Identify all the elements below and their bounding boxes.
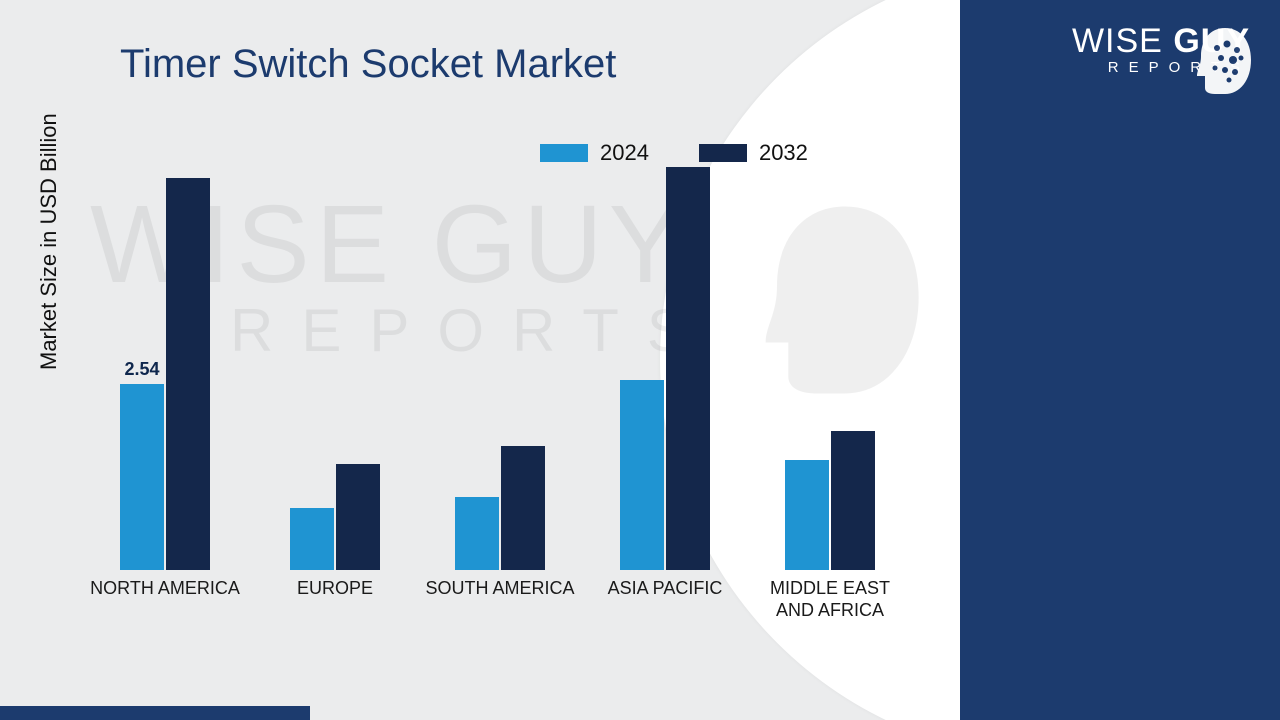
stage: WISE GUY REPORTS Timer Switch Socket Mar… xyxy=(0,0,1280,720)
bar-2032 xyxy=(166,178,210,570)
bar-2024 xyxy=(455,497,499,570)
plot-area: 2.54NORTH AMERICA EUROPE SOUTH AMERICA ASIA… xyxy=(95,160,925,570)
bar-group: ASIA PACIFIC xyxy=(606,160,724,570)
bar-2024 xyxy=(785,460,829,570)
plot: 2.54NORTH AMERICA EUROPE SOUTH AMERICA ASIA… xyxy=(95,160,925,570)
bar-value-label: 2.54 xyxy=(112,359,172,380)
bar-group: EUROPE xyxy=(276,160,394,570)
bar-2024 xyxy=(620,380,664,570)
bar-2024 xyxy=(120,384,164,570)
chart: 2.54NORTH AMERICA EUROPE SOUTH AMERICA ASIA… xyxy=(95,160,925,600)
logo-text-wise: WISE xyxy=(1072,22,1173,60)
brand-logo: WISE GUY REPORTS xyxy=(1072,22,1250,76)
right-panel xyxy=(960,0,1280,720)
bar-2032 xyxy=(831,431,875,570)
x-category-label: EUROPE xyxy=(260,570,410,600)
bottom-left-accent xyxy=(0,706,310,720)
x-category-label: MIDDLE EAST AND AFRICA xyxy=(755,570,905,621)
bar-group: MIDDLE EAST AND AFRICA xyxy=(771,160,889,570)
y-axis-label: Market Size in USD Billion xyxy=(36,113,62,370)
bar-2032 xyxy=(501,446,545,570)
bar-2024 xyxy=(290,508,334,570)
bar-group: 2.54NORTH AMERICA xyxy=(106,160,224,570)
bar-2032 xyxy=(336,464,380,570)
x-category-label: NORTH AMERICA xyxy=(90,570,240,600)
x-category-label: SOUTH AMERICA xyxy=(425,570,575,600)
bar-group: SOUTH AMERICA xyxy=(441,160,559,570)
x-category-label: ASIA PACIFIC xyxy=(590,570,740,600)
head-dots-icon xyxy=(1194,26,1256,96)
bar-2032 xyxy=(666,167,710,570)
chart-title: Timer Switch Socket Market xyxy=(120,42,616,87)
